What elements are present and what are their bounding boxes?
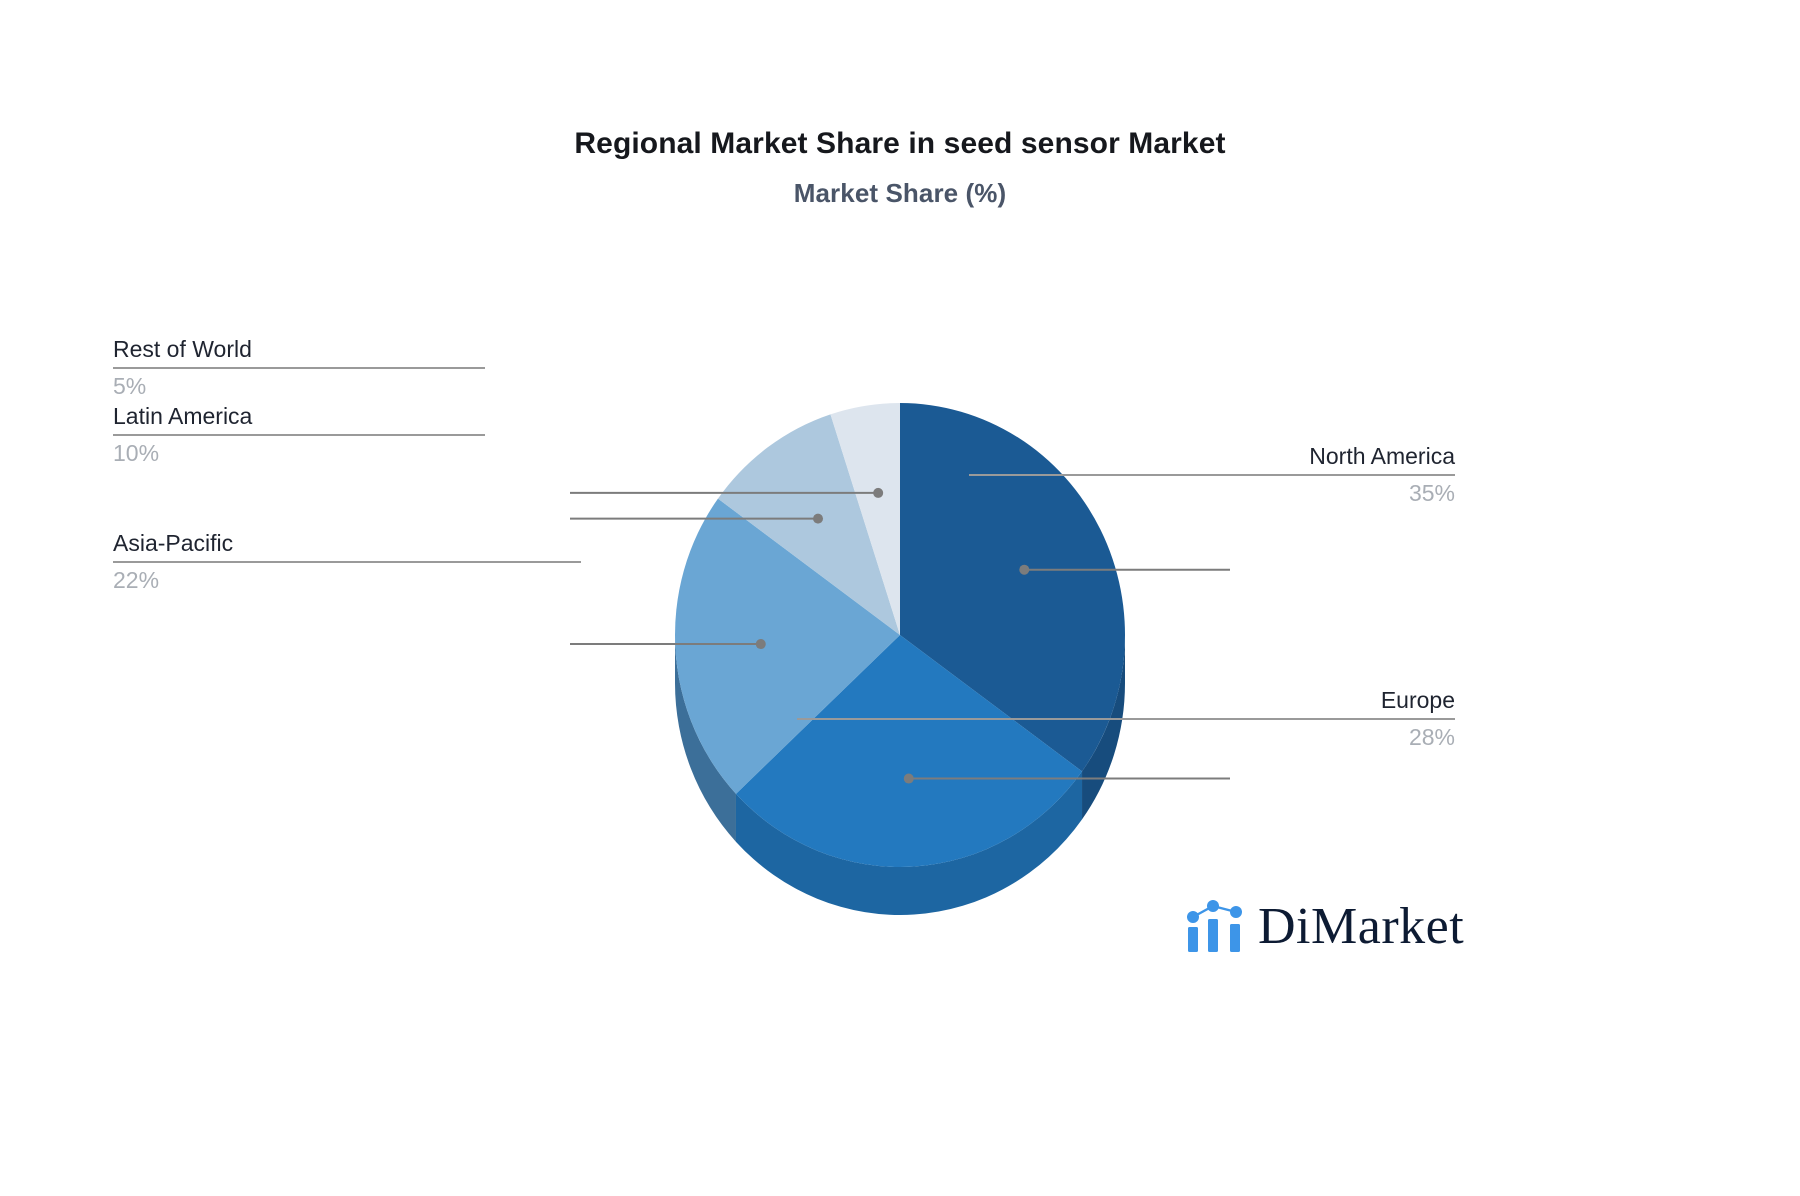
pie-chart-svg: [570, 403, 1230, 915]
pie-slice-asia-pacific[interactable]: [675, 498, 900, 794]
leader-dot-latin-america: [813, 513, 824, 524]
pie-side-europe: [735, 771, 1083, 915]
pie-chart: [570, 355, 1230, 915]
callout-europe[interactable]: Europe 28%: [797, 685, 1455, 752]
pie-slice-north-america[interactable]: [900, 403, 1125, 772]
callout-rule: [113, 434, 485, 436]
bar-chart-dots-icon: [1187, 900, 1242, 952]
callout-label-latin-america: Latin America: [113, 403, 253, 429]
callout-value-latin-america: 10%: [113, 440, 160, 466]
callout-label-rest-of-world: Rest of World: [113, 336, 252, 362]
leader-dot-north-america: [1019, 564, 1030, 575]
leader-dot-asia-pacific: [755, 639, 766, 650]
callout-rest-of-world[interactable]: Rest of World 5%: [113, 334, 485, 401]
chart-subtitle: Market Share (%): [793, 178, 1007, 208]
callout-latin-america[interactable]: Latin America 10%: [113, 401, 485, 468]
leader-dots: [755, 487, 1030, 784]
callout-value-north-america: 35%: [1408, 480, 1455, 506]
callout-asia-pacific[interactable]: Asia-Pacific 22%: [113, 528, 581, 595]
brand-logo: DiMarket: [1186, 900, 1464, 954]
pie-slice-europe[interactable]: [735, 635, 1083, 867]
pie-slice-rest-of-world[interactable]: [830, 403, 900, 635]
callout-rule: [797, 718, 1455, 720]
leader-dot-europe: [903, 773, 914, 784]
pie-side-north-america: [1082, 635, 1125, 820]
callout-rule: [113, 561, 581, 563]
callout-rule: [969, 474, 1455, 476]
brand-name: DiMarket: [1258, 898, 1465, 955]
title-block: Regional Market Share in seed sensor Mar…: [0, 126, 1800, 209]
pie-top-face: [675, 403, 1125, 867]
pie-3d-side-wall: [675, 635, 1125, 915]
callout-north-america[interactable]: North America 35%: [969, 441, 1455, 508]
callout-label-europe: Europe: [1380, 687, 1455, 713]
pie-slice-latin-america[interactable]: [717, 414, 900, 635]
leader-dot-rest-of-world: [873, 487, 884, 498]
callout-rule: [113, 367, 485, 369]
callout-label-north-america: North America: [1309, 443, 1455, 469]
callout-value-europe: 28%: [1408, 724, 1455, 750]
callout-value-asia-pacific: 22%: [113, 567, 160, 593]
callout-label-asia-pacific: Asia-Pacific: [113, 530, 234, 556]
leader-lines: [570, 491, 1230, 780]
page-title: Regional Market Share in seed sensor Mar…: [574, 127, 1226, 160]
callout-value-rest-of-world: 5%: [113, 373, 147, 399]
pie-side-asia-pacific: [675, 635, 736, 842]
